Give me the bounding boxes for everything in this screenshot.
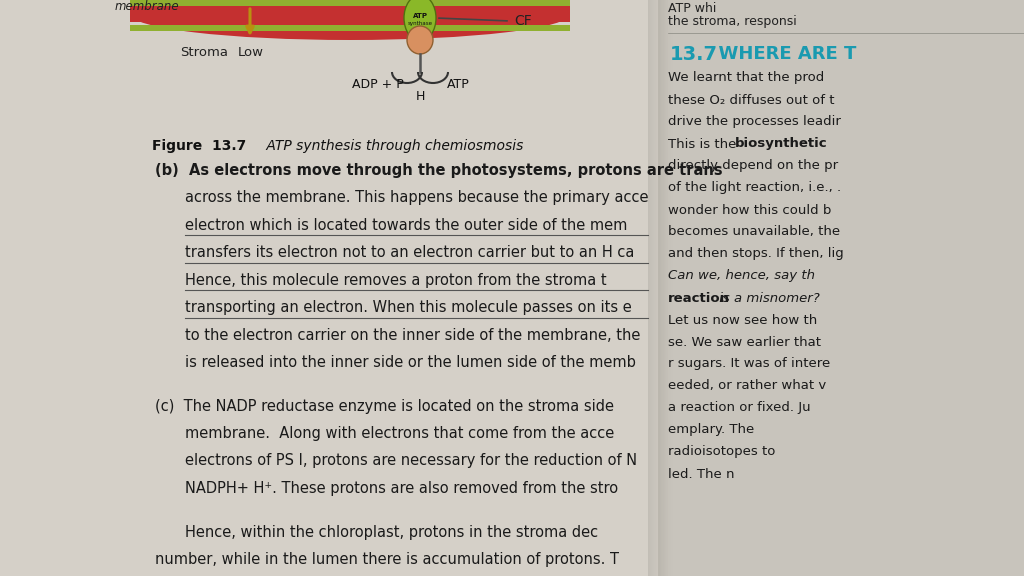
Text: led. The n: led. The n <box>668 468 734 480</box>
Text: electrons of PS I, protons are necessary for the reduction of N: electrons of PS I, protons are necessary… <box>185 453 637 468</box>
Ellipse shape <box>404 0 436 41</box>
Text: Let us now see how th: Let us now see how th <box>668 313 817 327</box>
Text: Can we, hence, say th: Can we, hence, say th <box>668 270 815 282</box>
Text: Stroma: Stroma <box>180 47 228 59</box>
Bar <box>130 0 570 6</box>
Text: number, while in the lumen there is accumulation of protons. T: number, while in the lumen there is accu… <box>155 552 618 567</box>
Text: Figure  13.7: Figure 13.7 <box>152 139 246 153</box>
Text: wonder how this could b: wonder how this could b <box>668 203 831 217</box>
Text: is a misnomer?: is a misnomer? <box>715 291 819 305</box>
Text: ATP: ATP <box>413 13 427 19</box>
Text: to the electron carrier on the inner side of the membrane, the: to the electron carrier on the inner sid… <box>185 328 640 343</box>
Text: se. We saw earlier that: se. We saw earlier that <box>668 335 821 348</box>
Text: NADPH+ H⁺. These protons are also removed from the stro: NADPH+ H⁺. These protons are also remove… <box>185 481 618 496</box>
Text: electron which is located towards the outer side of the mem: electron which is located towards the ou… <box>185 218 628 233</box>
Text: is released into the inner side or the lumen side of the memb: is released into the inner side or the l… <box>185 355 636 370</box>
Text: synthase: synthase <box>408 21 432 26</box>
Text: a reaction or fixed. Ju: a reaction or fixed. Ju <box>668 401 811 415</box>
Text: becomes unavailable, the: becomes unavailable, the <box>668 225 840 238</box>
Text: drive the processes leadir: drive the processes leadir <box>668 116 841 128</box>
Text: (c)  The NADP reductase enzyme is located on the stroma side: (c) The NADP reductase enzyme is located… <box>155 399 614 414</box>
Text: the stroma, responsi: the stroma, responsi <box>668 16 797 28</box>
Text: ADP + P: ADP + P <box>352 78 403 90</box>
Bar <box>130 25 570 31</box>
Text: these O₂ diffuses out of t: these O₂ diffuses out of t <box>668 93 835 107</box>
Text: ATP: ATP <box>446 78 469 90</box>
Text: transfers its electron not to an electron carrier but to an H ca: transfers its electron not to an electro… <box>185 245 635 260</box>
Text: transporting an electron. When this molecule passes on its e: transporting an electron. When this mole… <box>185 300 632 315</box>
Text: membrane: membrane <box>115 0 179 13</box>
Bar <box>658 0 1024 576</box>
Text: eeded, or rather what v: eeded, or rather what v <box>668 380 826 392</box>
Text: WHERE ARE T: WHERE ARE T <box>706 45 856 63</box>
Text: (b)  As electrons move through the photosystems, protons are trans: (b) As electrons move through the photos… <box>155 162 723 177</box>
Ellipse shape <box>407 26 433 54</box>
Text: directly depend on the pr: directly depend on the pr <box>668 160 838 172</box>
Text: H: H <box>416 89 425 103</box>
Ellipse shape <box>130 0 570 40</box>
Text: This is the: This is the <box>668 138 740 150</box>
Text: ATP whi: ATP whi <box>668 2 717 14</box>
Text: across the membrane. This happens because the primary acce: across the membrane. This happens becaus… <box>185 190 648 205</box>
Text: ATP synthesis through chemiosmosis: ATP synthesis through chemiosmosis <box>262 139 523 153</box>
Bar <box>130 2 570 22</box>
Text: emplary. The: emplary. The <box>668 423 755 437</box>
Text: Low: Low <box>238 47 264 59</box>
Bar <box>0 0 658 576</box>
Text: 13.7: 13.7 <box>670 44 718 63</box>
Text: radioisotopes to: radioisotopes to <box>668 445 775 458</box>
Text: Hence, within the chloroplast, protons in the stroma dec: Hence, within the chloroplast, protons i… <box>185 525 598 540</box>
Text: Hence, this molecule removes a proton from the stroma t: Hence, this molecule removes a proton fr… <box>185 272 606 287</box>
Text: biosynthetic: biosynthetic <box>734 138 827 150</box>
Text: membrane.  Along with electrons that come from the acce: membrane. Along with electrons that come… <box>185 426 614 441</box>
Text: of the light reaction, i.e., .: of the light reaction, i.e., . <box>668 181 841 195</box>
Text: r sugars. It was of intere: r sugars. It was of intere <box>668 358 830 370</box>
Text: CF: CF <box>514 14 531 28</box>
Text: and then stops. If then, lig: and then stops. If then, lig <box>668 248 844 260</box>
Text: We learnt that the prod: We learnt that the prod <box>668 71 824 85</box>
Text: reaction: reaction <box>668 291 730 305</box>
